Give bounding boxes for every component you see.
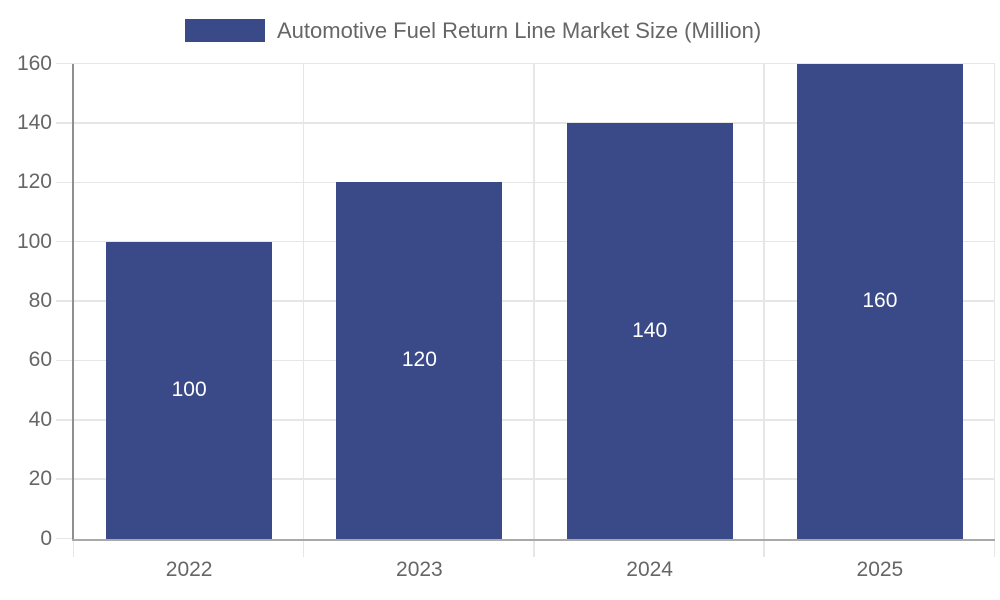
y-tick-label: 60 — [28, 348, 52, 372]
y-tick-label: 100 — [16, 229, 52, 253]
y-tick-label: 160 — [16, 51, 52, 75]
y-axis-tick — [56, 122, 74, 124]
x-axis-tick — [763, 538, 765, 557]
bar-value-label: 160 — [862, 289, 898, 312]
x-tick-label: 2022 — [165, 558, 213, 581]
gridline-v — [533, 63, 535, 539]
x-axis-line — [72, 538, 995, 541]
gridline-v — [302, 63, 305, 539]
bar-2024 — [566, 122, 733, 539]
y-tick-label: 40 — [28, 407, 52, 431]
bar-value-label: 120 — [401, 348, 437, 372]
bar-value-label: 140 — [632, 318, 668, 342]
y-axis-tick — [56, 181, 74, 183]
y-axis-tick — [56, 419, 74, 421]
x-tick-label: 2024 — [626, 558, 673, 581]
legend-label: Automotive Fuel Return Line Market Size … — [277, 18, 762, 43]
bar-2022 — [106, 241, 273, 539]
gridline-h — [74, 62, 995, 65]
x-tick-label: 2025 — [856, 558, 904, 581]
gridline-v — [763, 63, 765, 539]
y-axis-tick — [56, 359, 74, 362]
gridline-h — [74, 300, 995, 302]
x-tick-label: 2023 — [396, 558, 443, 581]
x-axis-tick — [72, 538, 74, 557]
bar-2025 — [796, 63, 963, 539]
gridline-v — [993, 63, 995, 539]
y-tick-label: 120 — [16, 170, 52, 194]
y-tick-label: 0 — [40, 526, 52, 550]
y-axis-tick — [56, 537, 74, 540]
gridline-h — [74, 122, 995, 124]
bar-value-label: 100 — [171, 378, 207, 402]
gridline-h — [74, 181, 995, 183]
y-axis-tick — [56, 300, 74, 302]
y-tick-label: 20 — [28, 467, 52, 491]
y-tick-label: 140 — [16, 110, 52, 134]
legend: Automotive Fuel Return Line Market Size … — [185, 19, 761, 42]
gridline-h — [74, 419, 995, 421]
x-axis-tick — [533, 538, 535, 557]
legend-swatch — [185, 19, 265, 42]
bar-2023 — [336, 182, 503, 539]
y-axis-line — [72, 63, 74, 539]
x-axis-tick — [993, 538, 995, 557]
y-axis-tick — [56, 478, 74, 480]
x-axis-tick — [302, 538, 305, 557]
gridline-h — [74, 478, 995, 480]
y-axis-tick — [56, 240, 74, 243]
gridline-h — [74, 359, 995, 362]
y-tick-label: 80 — [28, 289, 52, 312]
y-axis-tick — [56, 62, 74, 65]
gridline-h — [74, 240, 995, 243]
